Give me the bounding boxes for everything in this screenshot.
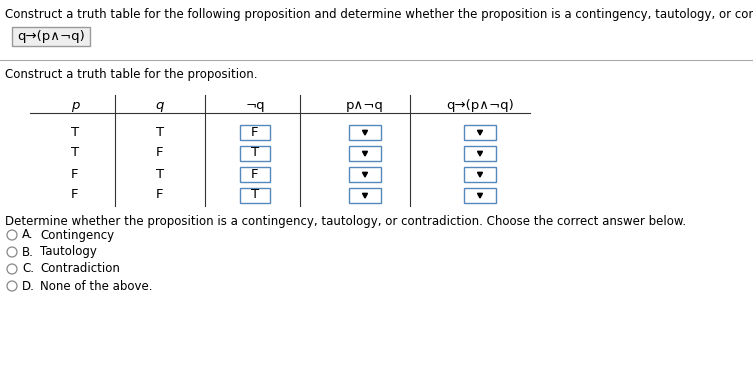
Text: Construct a truth table for the following proposition and determine whether the : Construct a truth table for the followin… [5,8,753,21]
Text: T: T [71,126,79,139]
Bar [464,124,496,139]
Text: p∧¬q: p∧¬q [346,99,384,111]
Text: D.: D. [22,280,35,293]
Text: F: F [157,147,163,159]
Polygon shape [477,172,483,177]
Text: T: T [156,126,164,139]
Text: None of the above.: None of the above. [40,280,153,293]
Text: Tautology: Tautology [40,245,97,258]
Text: Determine whether the proposition is a contingency, tautology, or contradiction.: Determine whether the proposition is a c… [5,215,686,228]
Bar [240,146,270,161]
Text: A.: A. [22,228,33,242]
Circle shape [7,230,17,240]
Bar [464,187,496,202]
Bar [464,146,496,161]
Bar [349,167,381,182]
Bar [349,146,381,161]
Bar [12,27,90,46]
Text: q: q [156,99,164,111]
Polygon shape [477,193,483,198]
Text: F: F [157,189,163,202]
Text: T: T [156,167,164,180]
Text: B.: B. [22,245,34,258]
Bar [349,124,381,139]
Text: T: T [71,147,79,159]
Polygon shape [477,151,483,156]
Bar [240,124,270,139]
Text: q→(p∧¬q): q→(p∧¬q) [446,99,514,111]
Text: F: F [72,189,79,202]
Text: Construct a truth table for the proposition.: Construct a truth table for the proposit… [5,68,258,81]
Text: ¬q: ¬q [245,99,265,111]
Text: Contingency: Contingency [40,228,114,242]
Polygon shape [362,151,367,156]
Bar [240,167,270,182]
Text: F: F [252,126,259,139]
Circle shape [7,264,17,274]
Polygon shape [477,130,483,135]
Bar [240,187,270,202]
Bar [349,187,381,202]
Circle shape [7,247,17,257]
Text: T: T [251,189,259,202]
Polygon shape [362,193,367,198]
Text: C.: C. [22,263,34,275]
Text: F: F [72,167,79,180]
Bar [464,167,496,182]
Text: p: p [71,99,79,111]
Polygon shape [362,130,367,135]
Text: T: T [251,147,259,159]
Text: Contradiction: Contradiction [40,263,120,275]
Text: q→(p∧¬q): q→(p∧¬q) [17,30,85,43]
Polygon shape [362,172,367,177]
Circle shape [7,281,17,291]
Text: F: F [252,167,259,180]
